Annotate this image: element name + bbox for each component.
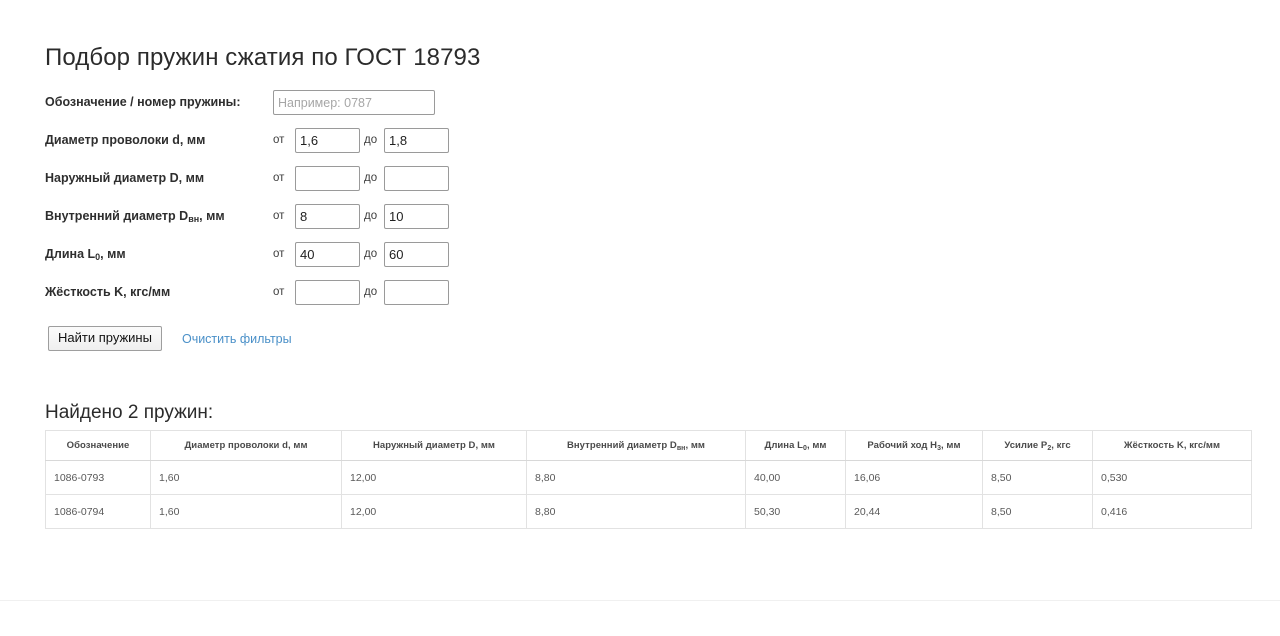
filter-label-designation: Обозначение / номер пружины: [45,95,273,110]
results-heading: Найдено 2 пружин: [45,401,214,423]
col-header-force-units: , кгс [1051,440,1071,451]
col-header-length-units: , мм [806,440,827,451]
cell-force: 8,50 [982,494,1093,529]
col-header-designation-text: Обозначение [66,440,130,451]
filter-label-length-units: , мм [100,246,126,261]
filter-row-outer-diameter: Наружный диаметр D, мм от до [45,159,465,197]
results-header-row: Обозначение Диаметр проволоки d, мм Нару… [45,430,1252,461]
col-header-inner-diameter[interactable]: Внутренний диаметр Dвн, мм [526,430,746,461]
col-header-force[interactable]: Усилие P2, кгс [982,430,1093,461]
filter-form: Обозначение / номер пружины: Диаметр про… [45,83,465,311]
filter-row-wire-diameter: Диаметр проволоки d, мм от до [45,121,465,159]
col-header-stiffness[interactable]: Жёсткость K, кгс/мм [1092,430,1252,461]
cell-wire-diameter: 1,60 [150,494,342,529]
to-label-inner-diameter: до [364,210,378,222]
col-header-length-subscript: 0 [802,445,807,452]
cell-working-travel: 20,44 [845,494,983,529]
filter-label-designation-text: Обозначение / номер пружины: [45,94,241,109]
filter-label-inner-diameter-text: Внутренний диаметр D [45,208,189,223]
designation-input[interactable] [273,89,435,115]
col-header-inner-diameter-subscript: вн [676,445,686,452]
col-header-working-travel-units: , мм [941,440,961,451]
cell-designation: 1086-0794 [45,494,151,529]
filter-label-wire-diameter-text: Диаметр проволоки d, мм [45,132,206,147]
wire-diameter-to-input[interactable] [384,127,449,153]
col-header-designation[interactable]: Обозначение [45,430,151,461]
from-label-wire-diameter: от [273,134,285,146]
col-header-working-travel-text: Рабочий ход H [867,440,938,451]
table-row[interactable]: 1086-0794 1,60 12,00 8,80 50,30 20,44 8,… [45,494,1252,529]
to-label-wire-diameter: до [364,134,378,146]
filter-label-length-subscript: 0 [95,251,101,262]
cell-outer-diameter: 12,00 [341,494,527,529]
cell-outer-diameter: 12,00 [341,460,527,495]
results-table-body: 1086-0793 1,60 12,00 8,80 40,00 16,06 8,… [45,460,1252,529]
from-label-inner-diameter: от [273,210,285,222]
to-label-outer-diameter: до [364,172,378,184]
filter-row-inner-diameter: Внутренний диаметр Dвн, мм от до [45,197,465,235]
cell-length: 40,00 [745,460,846,495]
from-label-outer-diameter: от [273,172,285,184]
filter-label-length-text: Длина L [45,246,96,261]
col-header-force-text: Усилие P [1004,440,1048,451]
cell-working-travel: 16,06 [845,460,983,495]
filter-label-inner-diameter-subscript: вн [188,213,200,224]
inner-diameter-to-input[interactable] [384,203,449,229]
stiffness-from-input[interactable] [295,279,360,305]
filter-label-wire-diameter: Диаметр проволоки d, мм [45,133,273,148]
outer-diameter-from-input[interactable] [295,165,360,191]
col-header-inner-diameter-text: Внутренний диаметр D [566,440,677,451]
length-from-input[interactable] [295,241,360,267]
from-label-stiffness: от [273,286,285,298]
outer-diameter-to-input[interactable] [384,165,449,191]
filter-label-inner-diameter-units: , мм [199,208,225,223]
col-header-wire-diameter-text: Диаметр проволоки d, мм [184,440,308,451]
cell-stiffness: 0,530 [1092,460,1252,495]
results-table: Обозначение Диаметр проволоки d, мм Нару… [45,430,1252,529]
filter-label-length: Длина L0, мм [45,247,273,262]
to-label-stiffness: до [364,286,378,298]
col-header-outer-diameter-text: Наружный диаметр D, мм [372,440,496,451]
filter-row-stiffness: Жёсткость K, кгс/мм от до [45,273,465,311]
cell-inner-diameter: 8,80 [526,460,746,495]
page-title: Подбор пружин сжатия по ГОСТ 18793 [45,44,481,72]
cell-inner-diameter: 8,80 [526,494,746,529]
filter-label-stiffness: Жёсткость K, кгс/мм [45,285,273,300]
cell-wire-diameter: 1,60 [150,460,342,495]
inner-diameter-from-input[interactable] [295,203,360,229]
filter-row-length: Длина L0, мм от до [45,235,465,273]
filter-label-outer-diameter-text: Наружный диаметр D, мм [45,170,205,185]
col-header-length-text: Длина L [764,440,803,451]
form-actions: Найти пружины Очистить фильтры [48,326,292,351]
to-label-length: до [364,248,378,260]
length-to-input[interactable] [384,241,449,267]
col-header-force-subscript: 2 [1047,445,1052,452]
filter-label-outer-diameter: Наружный диаметр D, мм [45,171,273,186]
cell-stiffness: 0,416 [1092,494,1252,529]
col-header-inner-diameter-units: , мм [685,440,705,451]
results-table-wrapper: Обозначение Диаметр проволоки d, мм Нару… [45,430,1252,529]
col-header-length[interactable]: Длина L0, мм [745,430,846,461]
col-header-wire-diameter[interactable]: Диаметр проволоки d, мм [150,430,342,461]
col-header-working-travel[interactable]: Рабочий ход H3, мм [845,430,983,461]
search-springs-button[interactable]: Найти пружины [48,326,162,351]
table-row[interactable]: 1086-0793 1,60 12,00 8,80 40,00 16,06 8,… [45,460,1252,495]
filter-label-stiffness-text: Жёсткость K, кгс/мм [45,284,171,299]
filter-row-designation: Обозначение / номер пружины: [45,83,465,121]
from-label-length: от [273,248,285,260]
results-table-head: Обозначение Диаметр проволоки d, мм Нару… [45,430,1252,461]
wire-diameter-from-input[interactable] [295,127,360,153]
filter-label-inner-diameter: Внутренний диаметр Dвн, мм [45,209,273,224]
footer-divider [0,600,1280,601]
col-header-stiffness-text: Жёсткость K, кгс/мм [1123,440,1221,451]
col-header-working-travel-subscript: 3 [937,445,942,452]
stiffness-to-input[interactable] [384,279,449,305]
col-header-outer-diameter[interactable]: Наружный диаметр D, мм [341,430,527,461]
cell-force: 8,50 [982,460,1093,495]
clear-filters-link[interactable]: Очистить фильтры [181,331,292,346]
cell-length: 50,30 [745,494,846,529]
cell-designation: 1086-0793 [45,460,151,495]
